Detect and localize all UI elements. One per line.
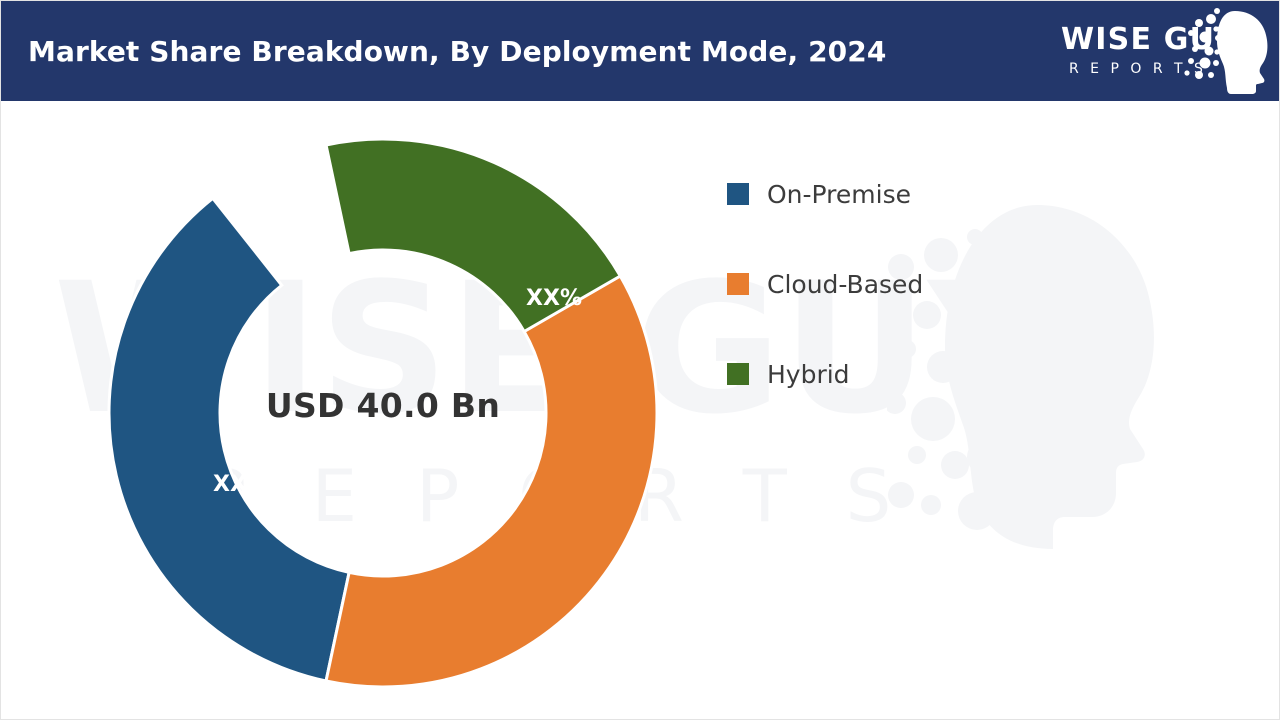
- page-header: Market Share Breakdown, By Deployment Mo…: [1, 1, 1279, 101]
- donut-slice[interactable]: [107, 196, 351, 683]
- donut-slice[interactable]: [324, 137, 623, 334]
- logo-text-line2: R E P O R T S: [1069, 61, 1206, 77]
- donut-slice-label: XX%: [526, 286, 582, 311]
- wise-guy-reports-logo: WISE GUY R E P O R T S: [1061, 8, 1268, 94]
- page-title: Market Share Breakdown, By Deployment Mo…: [28, 34, 887, 68]
- donut-center-value: USD 40.0 Bn: [265, 386, 501, 425]
- legend-label-on-premise: On-Premise: [767, 179, 911, 209]
- legend-swatch-hybrid: [727, 363, 749, 385]
- donut-chart: XX% 44.0% XX% USD 40.0 Bn: [1, 101, 1279, 719]
- legend-item-on-premise[interactable]: On-Premise: [727, 149, 923, 239]
- logo-head-icon: [1184, 8, 1268, 94]
- legend-item-hybrid[interactable]: Hybrid: [727, 329, 923, 419]
- legend-label-cloud-based: Cloud-Based: [767, 269, 924, 299]
- legend-swatch-on-premise: [727, 183, 749, 205]
- donut-slices: [107, 137, 659, 689]
- donut-chart-svg[interactable]: XX% 44.0% XX%: [93, 111, 673, 711]
- legend-label-hybrid: Hybrid: [767, 359, 850, 389]
- chart-legend: On-Premise Cloud-Based Hybrid: [727, 149, 923, 419]
- donut-slice-label: XX%: [213, 472, 269, 497]
- donut-slice[interactable]: [324, 273, 659, 689]
- donut-slice-label: 44.0%: [592, 686, 668, 711]
- donut-slice-labels: XX% 44.0% XX%: [213, 286, 668, 711]
- legend-item-cloud-based[interactable]: Cloud-Based: [727, 239, 923, 329]
- legend-swatch-cloud-based: [727, 273, 749, 295]
